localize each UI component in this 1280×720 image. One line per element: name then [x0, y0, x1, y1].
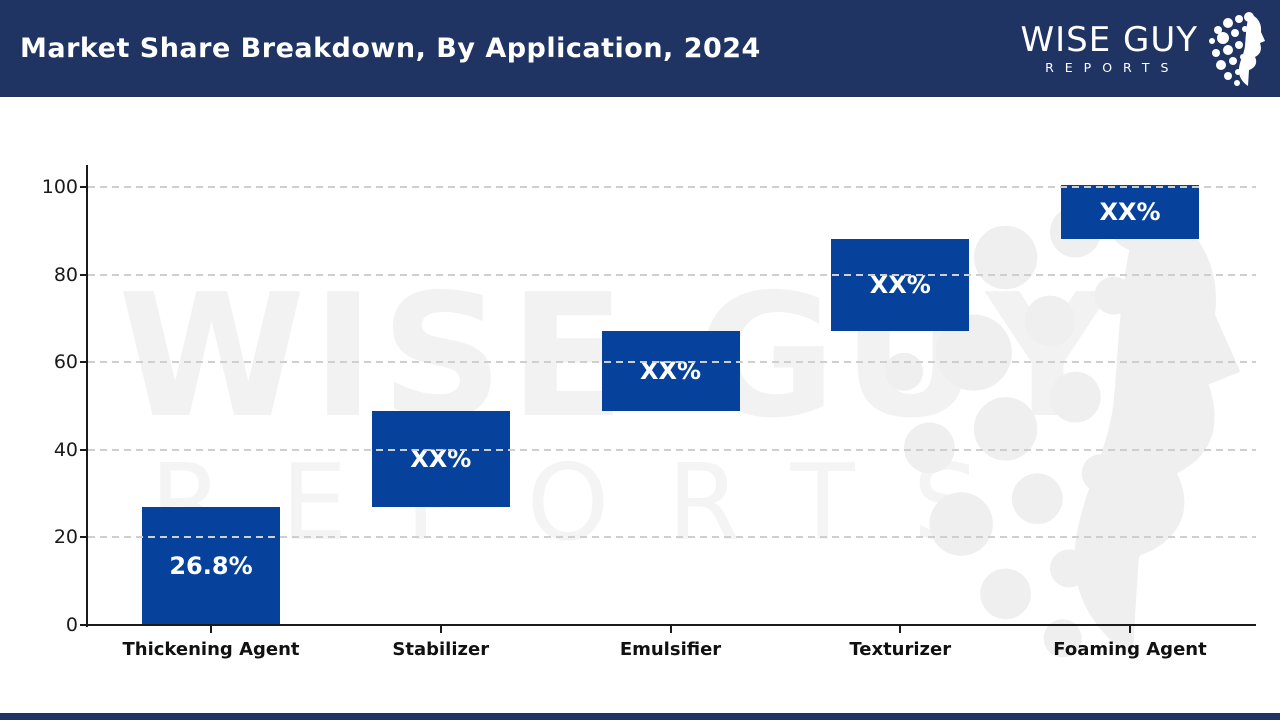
y-tick-label-80: 80: [53, 263, 78, 286]
waterfall-bar-1: 26.8%: [142, 507, 280, 625]
x-tick-mark-1: [210, 625, 212, 633]
y-tick-mark-80: [80, 273, 87, 276]
gridline-60: [88, 361, 1256, 363]
category-label-4: Texturizer: [849, 638, 952, 660]
logo-text: WISE GUY REPORTS: [1020, 23, 1198, 75]
waterfall-bar-5: XX%: [1061, 184, 1199, 239]
y-tick-mark-20: [80, 536, 87, 538]
y-tick-label-60: 60: [53, 351, 78, 373]
chart-title: Market Share Breakdown, By Application, …: [20, 33, 761, 64]
gridline-80: [88, 273, 1256, 276]
y-tick-label-20: 20: [53, 526, 78, 548]
gridline-40: [88, 448, 1256, 451]
bar-value-label-5: XX%: [1099, 197, 1161, 226]
x-tick-mark-2: [439, 625, 442, 633]
wiseguy-logo: WISE GUY REPORTS: [1020, 8, 1266, 90]
waterfall-bar-4: XX%: [831, 238, 970, 331]
waterfall-bar-2: XX%: [371, 411, 510, 508]
x-tick-mark-3: [669, 625, 672, 633]
x-tick-mark-5: [1129, 625, 1131, 633]
gridline-100: [88, 186, 1256, 188]
y-tick-mark-60: [80, 361, 87, 363]
y-tick-mark-100: [80, 186, 87, 188]
category-label-1: Thickening Agent: [122, 638, 300, 660]
x-tick-mark-4: [899, 625, 902, 633]
y-tick-label-40: 40: [53, 438, 78, 461]
category-label-5: Foaming Agent: [1053, 638, 1207, 660]
footer-bar: [0, 713, 1280, 720]
header-bar: Market Share Breakdown, By Application, …: [0, 0, 1280, 97]
waterfall-bar-3: XX%: [601, 330, 740, 412]
category-label-3: Emulsifier: [619, 638, 722, 660]
y-tick-mark-0: [80, 623, 87, 626]
y-tick-label-100: 100: [41, 176, 78, 198]
y-axis-line: [86, 165, 88, 627]
y-tick-mark-40: [80, 448, 87, 451]
gridline-20: [88, 536, 1256, 538]
category-label-2: Stabilizer: [392, 638, 490, 660]
x-axis-line: [86, 623, 1256, 626]
logo-wordmark: WISE GUY: [1020, 20, 1198, 61]
bar-value-label-1: 26.8%: [169, 551, 253, 580]
logo-subtext: REPORTS: [1045, 60, 1180, 76]
y-tick-label-0: 0: [65, 613, 78, 636]
logo-head-icon: [1209, 12, 1265, 86]
